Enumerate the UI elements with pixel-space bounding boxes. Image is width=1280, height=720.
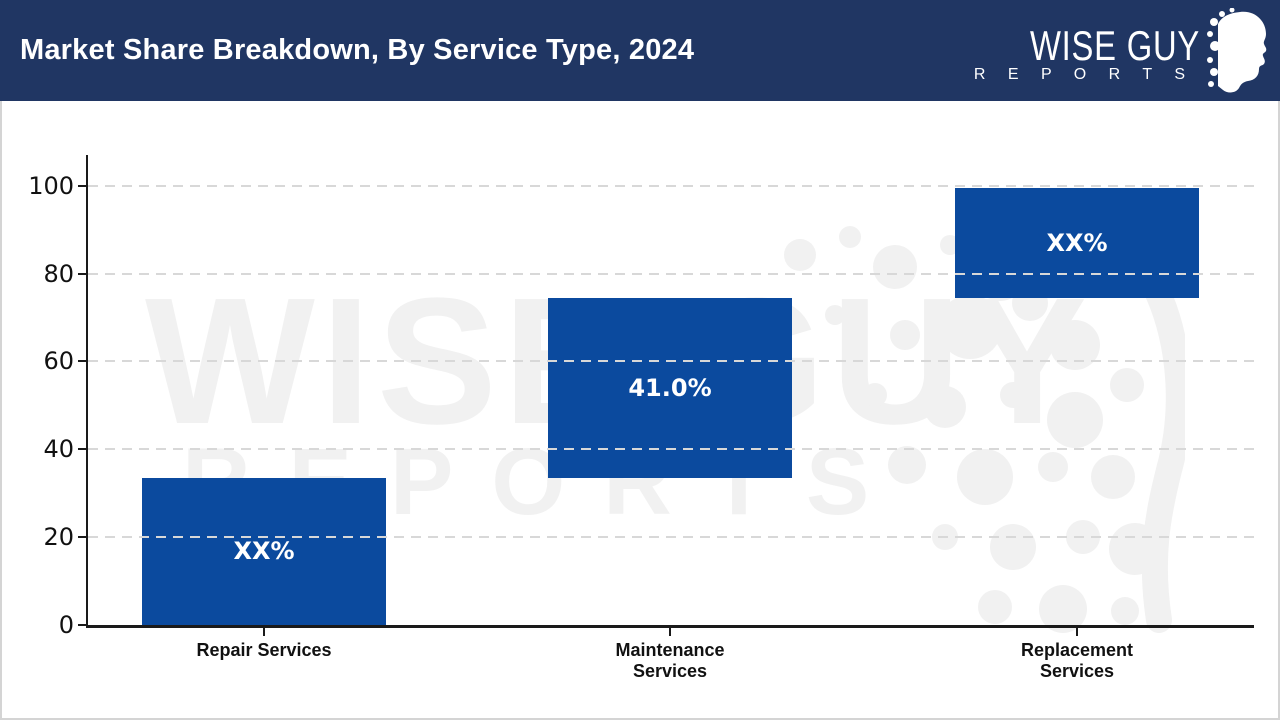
wise-guy-logo: WISE GUY R E P O R T S <box>974 0 1272 101</box>
bar-segment: 41.0% <box>548 297 792 478</box>
y-gridline <box>88 448 1254 451</box>
x-axis-line <box>86 625 1254 628</box>
bar-segment: XX% <box>142 477 386 625</box>
y-gridline <box>88 360 1254 363</box>
x-tick-mark <box>1076 628 1078 636</box>
y-tick-mark <box>78 536 87 539</box>
logo-reports-text: R E P O R T S <box>973 66 1194 83</box>
y-tick-label: 20 <box>43 523 74 552</box>
y-axis-line <box>86 155 88 628</box>
bar-value-label: XX% <box>1046 228 1108 257</box>
logo-wordmark: WISE GUY <box>1029 22 1200 69</box>
y-tick-mark <box>78 360 87 363</box>
x-tick-mark <box>263 628 265 636</box>
bar-value-label: XX% <box>233 537 295 566</box>
y-gridline <box>88 184 1254 187</box>
bar-value-label: 41.0% <box>628 373 712 402</box>
watermark-face-dots <box>784 226 1185 633</box>
y-tick-label: 40 <box>43 435 74 464</box>
y-tick-label: 80 <box>43 259 74 288</box>
x-category-label: Maintenance Services <box>615 640 725 681</box>
x-tick-mark <box>669 628 671 636</box>
y-tick-mark <box>78 624 87 626</box>
y-gridline <box>88 536 1254 539</box>
x-category-label: Replacement Services <box>1020 640 1134 681</box>
x-category-label: Repair Services <box>196 640 332 660</box>
bar-segment: XX% <box>955 187 1199 298</box>
page-title: Market Share Breakdown, By Service Type,… <box>20 34 695 66</box>
y-gridline <box>88 272 1254 275</box>
y-tick-mark <box>78 184 87 187</box>
y-tick-label: 60 <box>43 347 74 376</box>
header-bar: Market Share Breakdown, By Service Type,… <box>0 0 1280 101</box>
y-tick-label: 100 <box>28 171 74 200</box>
wise-guy-face-icon <box>1207 8 1267 93</box>
y-tick-mark <box>78 448 87 451</box>
y-tick-mark <box>78 272 87 275</box>
y-tick-label: 0 <box>58 611 74 639</box>
